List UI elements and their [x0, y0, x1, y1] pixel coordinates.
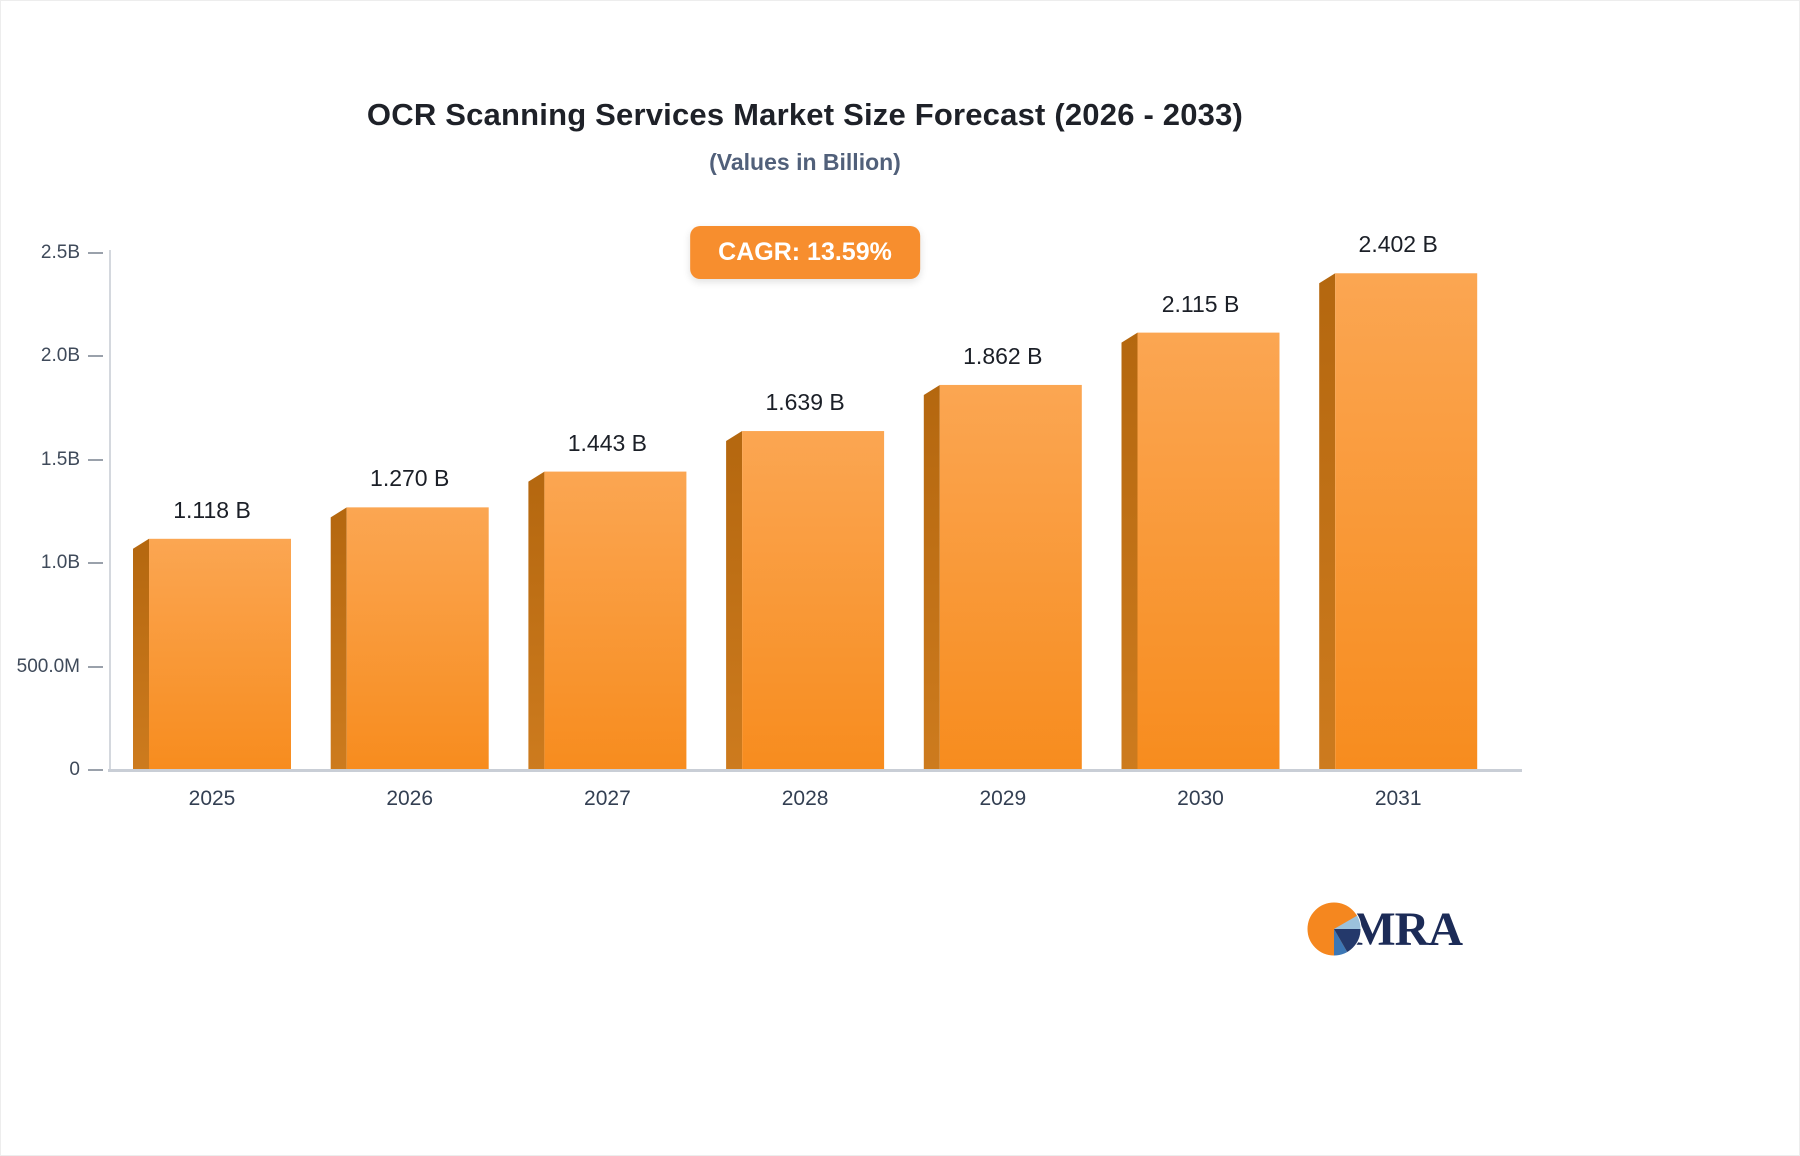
bar-2027 — [544, 471, 687, 770]
bar-2028 — [742, 431, 885, 770]
bar-2025 — [149, 538, 291, 770]
chart-title: OCR Scanning Services Market Size Foreca… — [366, 97, 1244, 132]
bar-side-face — [1121, 332, 1138, 770]
bar-side-face — [726, 431, 743, 770]
bar-side-face — [133, 538, 149, 770]
bar-side-face — [330, 507, 347, 770]
brand-logo: MRA — [1306, 898, 1463, 960]
bar-side-face — [528, 471, 545, 770]
cagr-badge: CAGR: 13.59% — [690, 226, 920, 279]
bar-2031 — [1335, 273, 1478, 770]
bar-2030 — [1137, 332, 1280, 770]
bars-group — [133, 273, 1478, 770]
brand-logo-text: MRA — [1350, 902, 1463, 956]
bar-side-face — [923, 384, 940, 770]
brand-logo-icon — [1306, 901, 1362, 957]
bar-2026 — [346, 507, 489, 770]
chart-subtitle: (Values in Billion) — [709, 149, 901, 175]
bar-2029 — [939, 384, 1082, 770]
bar-side-face — [1319, 273, 1336, 770]
